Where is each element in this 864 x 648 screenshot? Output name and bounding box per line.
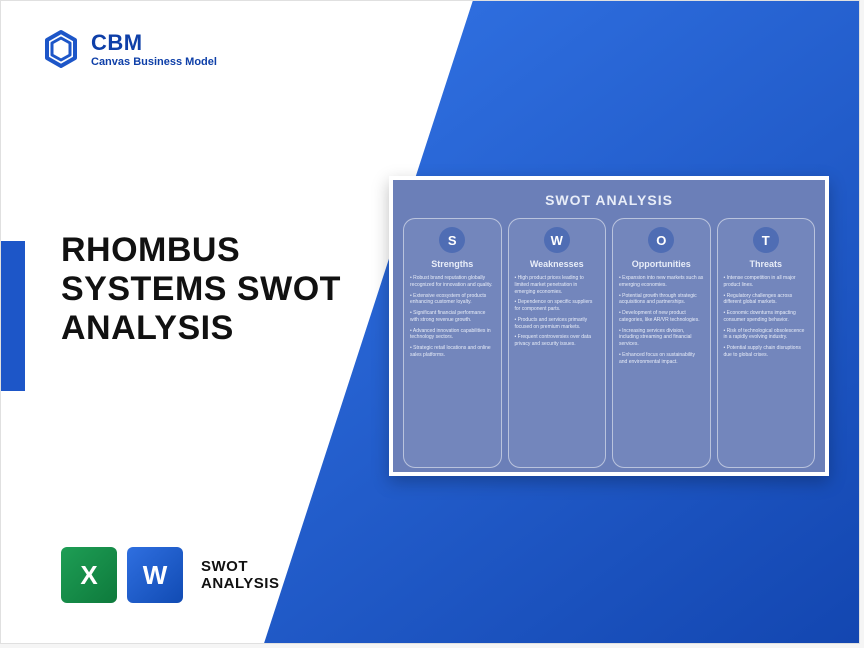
swot-item: • Intense competition in all major produ… bbox=[724, 275, 809, 289]
swot-item: • Development of new product categories,… bbox=[619, 310, 704, 324]
swot-letter: O bbox=[648, 227, 674, 253]
swot-item: • Significant financial performance with… bbox=[410, 310, 495, 324]
swot-col-weaknesses: W Weaknesses • High product prices leadi… bbox=[508, 218, 607, 468]
swot-item: • High product prices leading to limited… bbox=[515, 275, 600, 295]
swot-card: SWOT ANALYSIS S Strengths • Robust brand… bbox=[389, 176, 829, 476]
swot-item: • Dependence on specific suppliers for c… bbox=[515, 299, 600, 313]
swot-item: • Products and services primarily focuse… bbox=[515, 317, 600, 331]
footer-line1: SWOT bbox=[201, 558, 279, 575]
swot-col-threats: T Threats • Intense competition in all m… bbox=[717, 218, 816, 468]
swot-item: • Extensive ecosystem of products enhanc… bbox=[410, 293, 495, 307]
swot-items: • High product prices leading to limited… bbox=[515, 275, 600, 352]
swot-col-strengths: S Strengths • Robust brand reputation gl… bbox=[403, 218, 502, 468]
swot-label: Weaknesses bbox=[530, 259, 584, 269]
excel-letter: X bbox=[80, 560, 97, 591]
swot-item: • Expansion into new markets such as eme… bbox=[619, 275, 704, 289]
swot-items: • Robust brand reputation globally recog… bbox=[410, 275, 495, 363]
swot-letter: T bbox=[753, 227, 779, 253]
word-letter: W bbox=[143, 560, 168, 591]
swot-label: Threats bbox=[749, 259, 782, 269]
hexagon-icon bbox=[41, 29, 81, 69]
brand-logo: CBM Canvas Business Model bbox=[41, 29, 217, 69]
swot-label: Opportunities bbox=[632, 259, 691, 269]
swot-letter: W bbox=[544, 227, 570, 253]
swot-item: • Robust brand reputation globally recog… bbox=[410, 275, 495, 289]
brand-title: CBM bbox=[91, 30, 217, 56]
swot-item: • Advanced innovation capabilities in te… bbox=[410, 328, 495, 342]
excel-icon: X bbox=[61, 547, 117, 603]
footer: X W SWOT ANALYSIS bbox=[61, 547, 279, 603]
page-title: RHOMBUS SYSTEMS SWOT ANALYSIS bbox=[61, 231, 411, 348]
swot-item: • Frequent controversies over data priva… bbox=[515, 334, 600, 348]
swot-item: • Potential growth through strategic acq… bbox=[619, 293, 704, 307]
canvas: CBM Canvas Business Model RHOMBUS SYSTEM… bbox=[0, 0, 860, 644]
word-icon: W bbox=[127, 547, 183, 603]
swot-letter: S bbox=[439, 227, 465, 253]
brand-subtitle: Canvas Business Model bbox=[91, 56, 217, 68]
swot-items: • Expansion into new markets such as eme… bbox=[619, 275, 704, 369]
swot-columns: S Strengths • Robust brand reputation gl… bbox=[403, 218, 815, 468]
swot-item: • Potential supply chain disruptions due… bbox=[724, 345, 809, 359]
swot-col-opportunities: O Opportunities • Expansion into new mar… bbox=[612, 218, 711, 468]
swot-item: • Strategic retail locations and online … bbox=[410, 345, 495, 359]
swot-item: • Regulatory challenges across different… bbox=[724, 293, 809, 307]
swot-item: • Economic downturns impacting consumer … bbox=[724, 310, 809, 324]
footer-text: SWOT ANALYSIS bbox=[201, 558, 279, 592]
swot-item: • Enhanced focus on sustainability and e… bbox=[619, 352, 704, 366]
footer-line2: ANALYSIS bbox=[201, 575, 279, 592]
swot-label: Strengths bbox=[431, 259, 473, 269]
swot-heading: SWOT ANALYSIS bbox=[403, 192, 815, 208]
swot-item: • Increasing services division, includin… bbox=[619, 328, 704, 348]
swot-items: • Intense competition in all major produ… bbox=[724, 275, 809, 363]
accent-bar bbox=[1, 241, 25, 391]
swot-item: • Risk of technological obsolescence in … bbox=[724, 328, 809, 342]
